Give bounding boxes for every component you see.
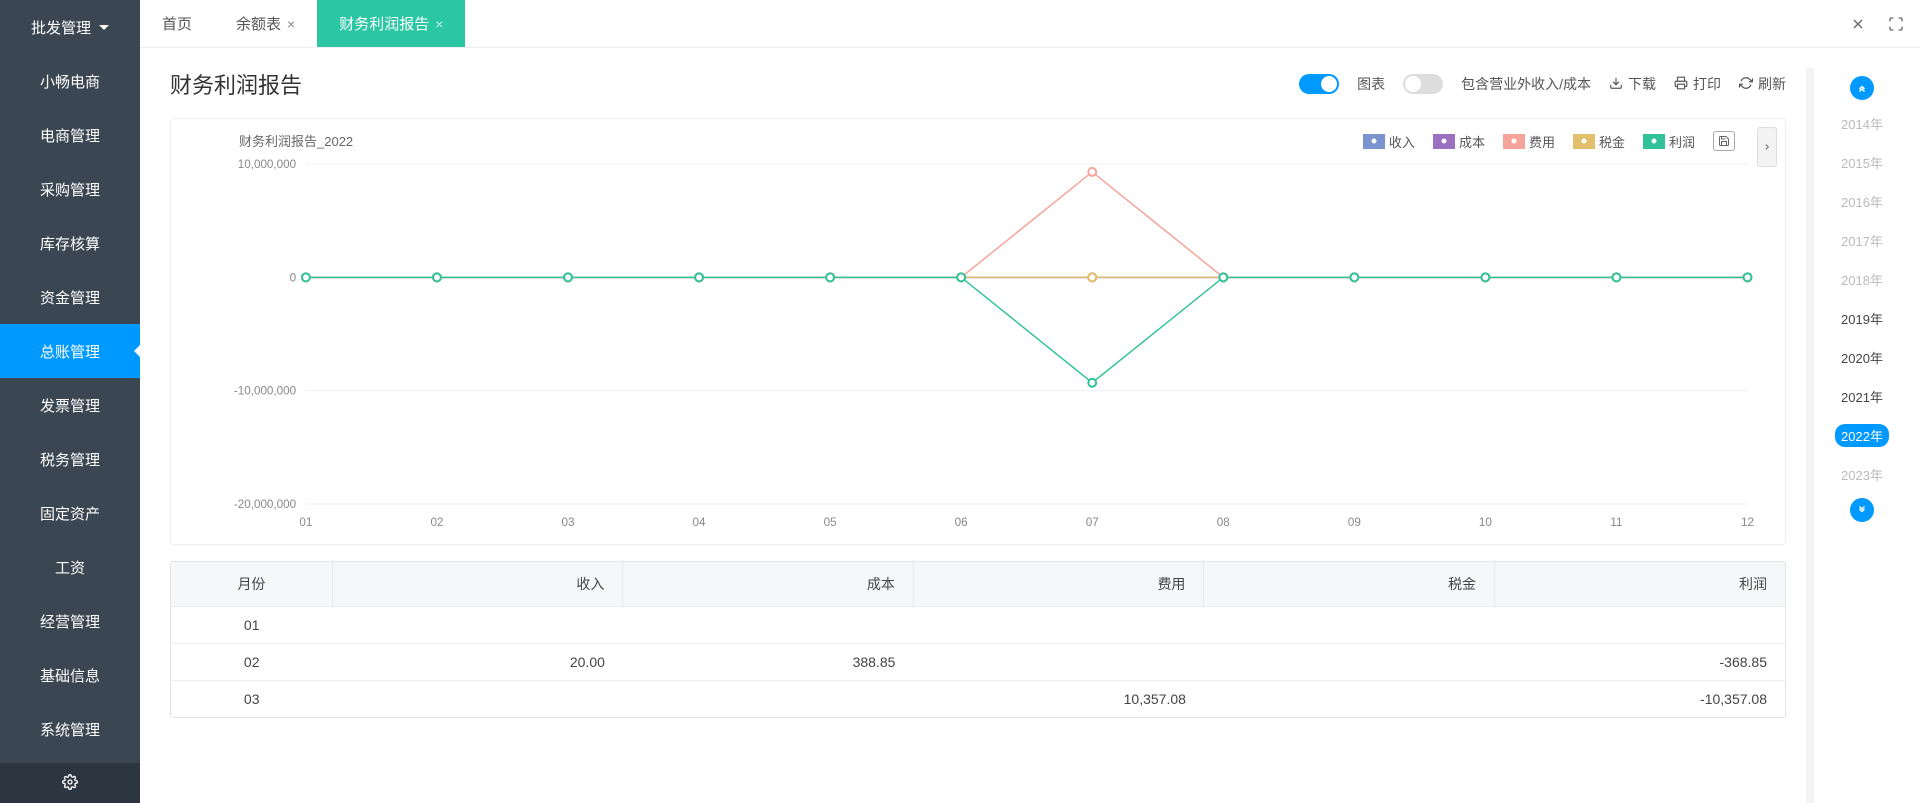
gear-icon — [62, 774, 78, 793]
close-all-tabs-button[interactable] — [1844, 10, 1872, 38]
svg-text:08: 08 — [1217, 515, 1230, 529]
legend-item-4[interactable]: 利润 — [1643, 132, 1695, 151]
tab-0[interactable]: 首页 — [140, 0, 214, 47]
year-2017年: 2017年 — [1835, 229, 1889, 252]
table-row: 01 — [171, 607, 1785, 644]
chart-toggle[interactable] — [1299, 74, 1339, 94]
tab-bar: 首页余额表×财务利润报告× — [140, 0, 1920, 48]
sidebar-item-7[interactable]: 发票管理 — [0, 378, 140, 432]
svg-text:09: 09 — [1348, 515, 1361, 529]
sidebar-item-12[interactable]: 基础信息 — [0, 648, 140, 702]
sidebar-item-13[interactable]: 系统管理 — [0, 702, 140, 756]
legend-item-1[interactable]: 成本 — [1433, 132, 1485, 151]
sidebar-item-8[interactable]: 税务管理 — [0, 432, 140, 486]
year-scroll-down[interactable] — [1850, 498, 1874, 522]
table-row: 0310,357.08-10,357.08 — [171, 681, 1785, 718]
svg-text:03: 03 — [562, 515, 575, 529]
chart-legend: 收入成本费用税金利润 — [1363, 131, 1735, 151]
page-title: 财务利润报告 — [170, 68, 302, 100]
refresh-button[interactable]: 刷新 — [1739, 74, 1786, 94]
chart-toggle-label: 图表 — [1357, 74, 1385, 94]
year-2022年[interactable]: 2022年 — [1835, 424, 1889, 447]
settings-button[interactable] — [0, 763, 140, 803]
line-chart: -20,000,000 -10,000,000 0 10,000,000 01 02 03 0… — [189, 154, 1767, 534]
sidebar-item-4[interactable]: 库存核算 — [0, 216, 140, 270]
year-2015年: 2015年 — [1835, 151, 1889, 174]
scrollbar[interactable] — [1806, 68, 1814, 803]
legend-item-0[interactable]: 收入 — [1363, 132, 1415, 151]
sidebar: 批发管理小畅电商电商管理采购管理库存核算资金管理总账管理发票管理税务管理固定资产… — [0, 0, 140, 803]
svg-text:05: 05 — [824, 515, 837, 529]
svg-text:06: 06 — [955, 515, 968, 529]
sidebar-item-9[interactable]: 固定资产 — [0, 486, 140, 540]
col-5: 利润 — [1494, 562, 1785, 607]
year-2021年[interactable]: 2021年 — [1835, 385, 1889, 408]
legend-item-3[interactable]: 税金 — [1573, 132, 1625, 151]
svg-text:12: 12 — [1741, 515, 1754, 529]
sidebar-item-1[interactable]: 小畅电商 — [0, 54, 140, 108]
tab-2[interactable]: 财务利润报告× — [317, 0, 465, 47]
year-rail: 2014年 2015年 2016年 2017年 2018年 2019年 2020年 2021年… — [1834, 68, 1890, 803]
sidebar-item-11[interactable]: 经营管理 — [0, 594, 140, 648]
download-button[interactable]: 下载 — [1609, 74, 1656, 94]
page-header: 财务利润报告 图表 包含营业外收入/成本 下载 打印 — [170, 68, 1786, 100]
col-0: 月份 — [171, 562, 332, 607]
print-button[interactable]: 打印 — [1674, 74, 1721, 94]
svg-text:01: 01 — [299, 515, 312, 529]
chart-save-icon[interactable] — [1713, 131, 1735, 151]
year-2019年[interactable]: 2019年 — [1835, 307, 1889, 330]
svg-text:04: 04 — [693, 515, 706, 529]
year-2023年: 2023年 — [1835, 463, 1889, 486]
col-4: 税金 — [1204, 562, 1495, 607]
table-row: 0220.00388.85-368.85 — [171, 644, 1785, 681]
col-1: 收入 — [332, 562, 623, 607]
year-2018年: 2018年 — [1835, 268, 1889, 291]
col-2: 成本 — [623, 562, 914, 607]
chart-card: 财务利润报告_2022 收入成本费用税金利润 -20,000,000-10,00… — [170, 118, 1786, 545]
svg-text:10: 10 — [1479, 515, 1492, 529]
legend-item-2[interactable]: 费用 — [1503, 132, 1555, 151]
year-2016年: 2016年 — [1835, 190, 1889, 213]
svg-text:07: 07 — [1086, 515, 1099, 529]
tab-close-icon[interactable]: × — [435, 16, 443, 32]
svg-text:10,000,000: 10,000,000 — [238, 157, 297, 171]
fullscreen-button[interactable] — [1882, 10, 1910, 38]
svg-text:-10,000,000: -10,000,000 — [234, 384, 297, 398]
sidebar-item-0[interactable]: 批发管理 — [0, 0, 140, 54]
sidebar-item-5[interactable]: 资金管理 — [0, 270, 140, 324]
sidebar-item-6[interactable]: 总账管理 — [0, 324, 140, 378]
year-scroll-up[interactable] — [1850, 76, 1874, 100]
svg-text:-20,000,000: -20,000,000 — [234, 497, 297, 511]
year-2014年: 2014年 — [1835, 112, 1889, 135]
include-toggle-label: 包含营业外收入/成本 — [1461, 74, 1591, 94]
svg-text:11: 11 — [1610, 515, 1622, 529]
col-3: 费用 — [913, 562, 1204, 607]
sidebar-item-2[interactable]: 电商管理 — [0, 108, 140, 162]
svg-text:0: 0 — [290, 270, 297, 284]
sidebar-item-3[interactable]: 采购管理 — [0, 162, 140, 216]
data-table: 月份收入成本费用税金利润010220.00388.85-368.850310,3… — [170, 561, 1786, 718]
tab-close-icon[interactable]: × — [287, 16, 295, 32]
printer-icon — [1674, 76, 1688, 93]
refresh-icon — [1739, 76, 1753, 93]
svg-text:02: 02 — [430, 515, 443, 529]
include-toggle[interactable] — [1403, 74, 1443, 94]
sidebar-item-10[interactable]: 工资 — [0, 540, 140, 594]
year-2020年[interactable]: 2020年 — [1835, 346, 1889, 369]
download-icon — [1609, 76, 1623, 93]
tab-1[interactable]: 余额表× — [214, 0, 317, 47]
